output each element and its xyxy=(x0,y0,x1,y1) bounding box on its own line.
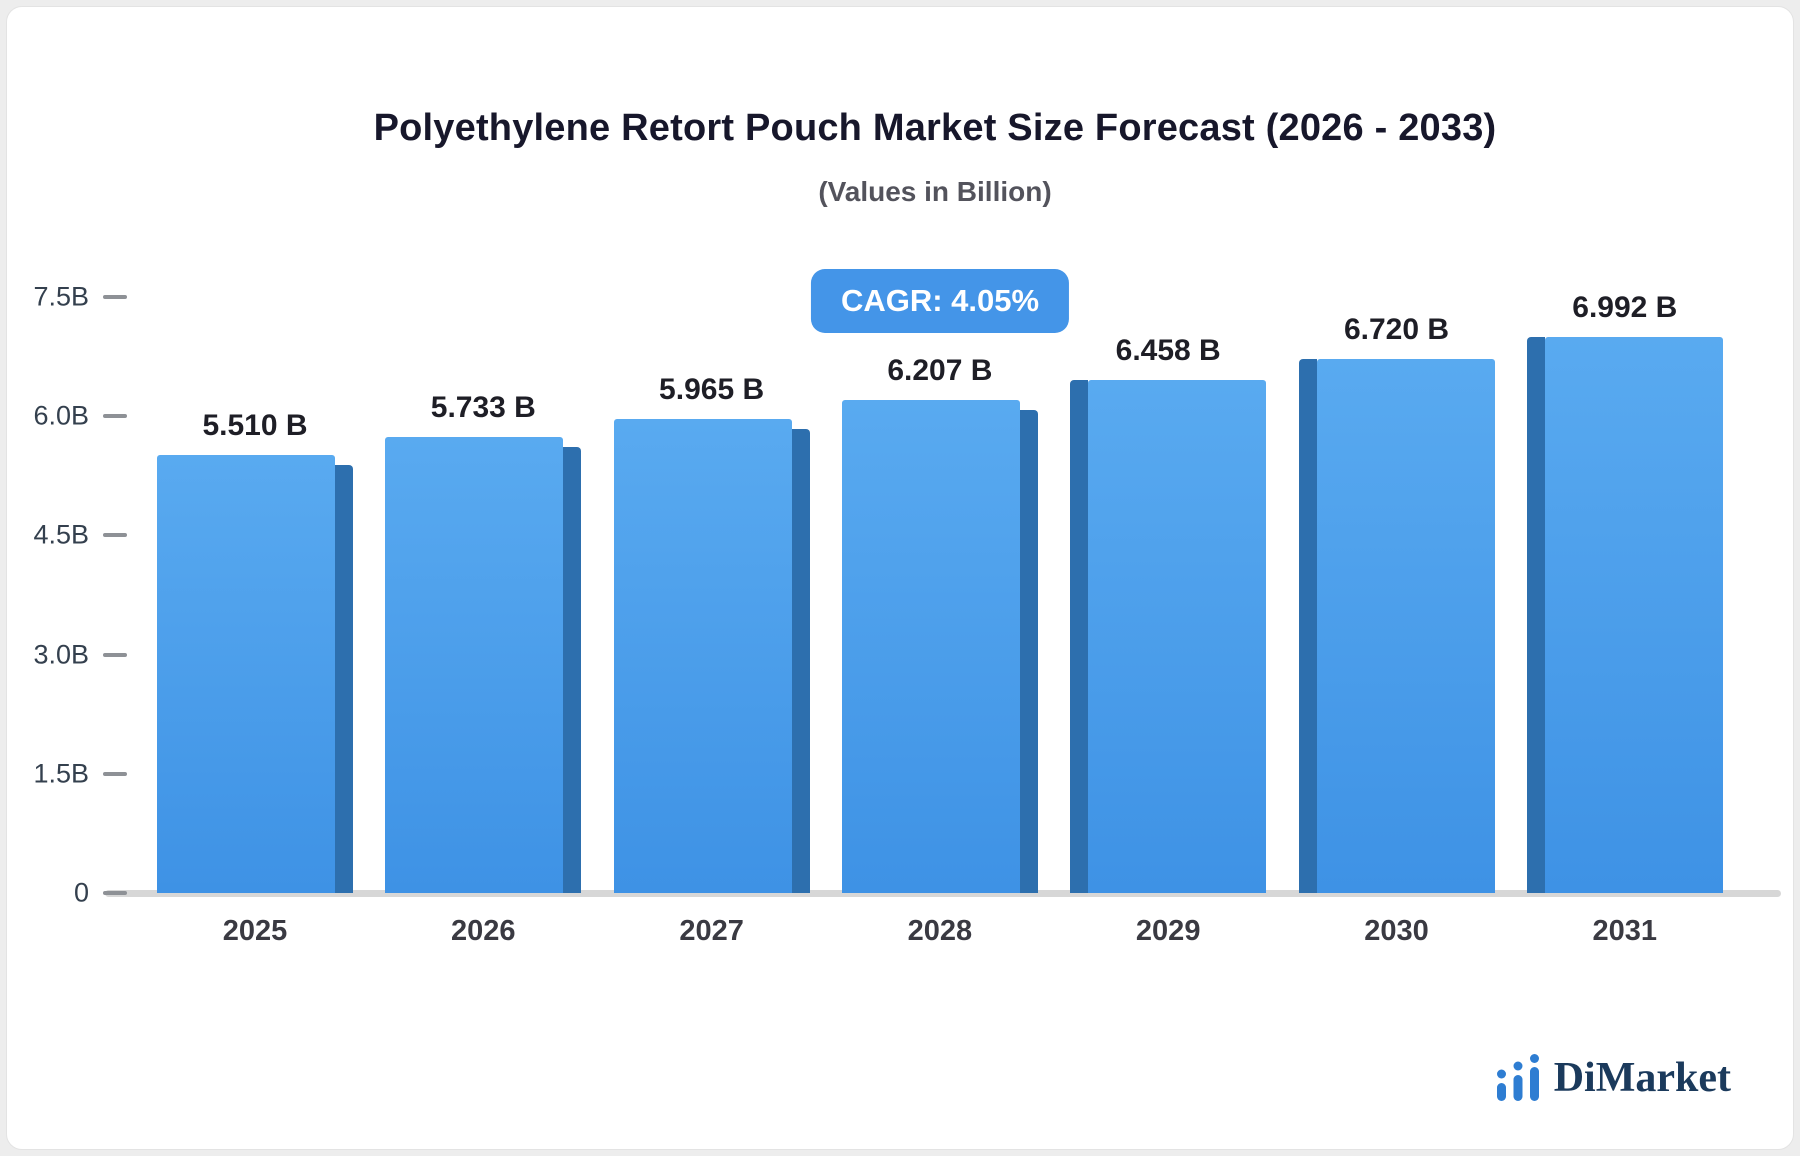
bar-value-label: 6.207 B xyxy=(887,353,993,387)
bar-chart-plot: 0 1.5B 3.0B 4.5B 6.0B 7.5B 5.510 B 2025 5.733 B 2… xyxy=(7,7,1793,1149)
x-axis-label-2029: 2029 xyxy=(1135,915,1201,947)
cagr-badge: CAGR: 4.05% xyxy=(810,269,1070,333)
bar-face xyxy=(1316,358,1495,893)
bar-value-label: 6.992 B xyxy=(1572,291,1678,325)
bar-value-label: 5.965 B xyxy=(659,372,765,406)
bar-2029 xyxy=(1070,379,1267,893)
brand-logo: DiMarket xyxy=(1494,1053,1731,1103)
y-axis-tick-mark xyxy=(103,533,127,538)
y-axis-tick-label: 1.5B xyxy=(33,758,89,789)
chart-title: Polyethylene Retort Pouch Market Size Fo… xyxy=(373,107,1497,149)
bar-face xyxy=(841,399,1020,893)
y-axis-tick-label: 0 xyxy=(73,877,89,908)
bar-face xyxy=(385,437,564,893)
bar-face xyxy=(613,418,792,893)
x-axis-label-2027: 2027 xyxy=(679,915,744,947)
bar-value-label: 6.720 B xyxy=(1343,312,1450,346)
bar-2026 xyxy=(385,437,582,893)
bar-shadow-edge xyxy=(1526,337,1545,893)
x-axis-baseline xyxy=(105,890,1781,897)
chart-subtitle: (Values in Billion) xyxy=(818,176,1052,207)
bar-shadow-edge xyxy=(1070,379,1089,893)
bar-chart-logo-icon-svg xyxy=(1496,1054,1539,1101)
bar-shadow-edge xyxy=(1019,409,1038,893)
x-axis-label-2030: 2030 xyxy=(1364,915,1429,947)
bar-shadow-edge xyxy=(335,465,353,893)
y-axis-tick-mark xyxy=(103,652,127,657)
bar-chart-logo-icon xyxy=(1494,1053,1542,1103)
chart-card: Polyethylene Retort Pouch Market Size Fo… xyxy=(6,6,1794,1150)
bar-face xyxy=(157,455,335,893)
bar-face xyxy=(1088,379,1267,893)
bar-shadow-edge xyxy=(1298,358,1317,893)
bar-2031 xyxy=(1526,337,1723,893)
brand-name: DiMarket xyxy=(1553,1055,1731,1101)
bar-shadow-edge xyxy=(563,447,582,893)
chart-header: Polyethylene Retort Pouch Market Size Fo… xyxy=(77,107,1793,208)
y-axis-tick-mark xyxy=(103,891,127,895)
y-axis-tick-label: 4.5B xyxy=(33,519,89,550)
bar-value-label: 6.458 B xyxy=(1115,333,1221,367)
y-axis-tick-label: 6.0B xyxy=(33,400,89,431)
x-axis-label-2031: 2031 xyxy=(1592,915,1658,947)
y-axis-tick-mark xyxy=(103,295,127,299)
bar-shadow-edge xyxy=(791,428,810,893)
bar-value-label: 5.733 B xyxy=(430,391,536,425)
bar-face xyxy=(1544,337,1723,893)
y-axis-tick-mark xyxy=(103,414,127,419)
bar-2025 xyxy=(157,455,353,893)
bar-2030 xyxy=(1298,358,1495,893)
x-axis-label-2025: 2025 xyxy=(222,915,288,947)
bar-2027 xyxy=(613,418,810,893)
x-axis-label-2026: 2026 xyxy=(451,915,516,947)
y-axis-tick-label: 3.0B xyxy=(33,639,89,670)
y-axis-tick-mark xyxy=(103,771,127,776)
x-axis-label-2028: 2028 xyxy=(907,915,973,947)
bar-value-label: 5.510 B xyxy=(202,409,308,443)
y-axis-tick-label: 7.5B xyxy=(33,281,89,312)
bar-2028 xyxy=(841,399,1038,893)
